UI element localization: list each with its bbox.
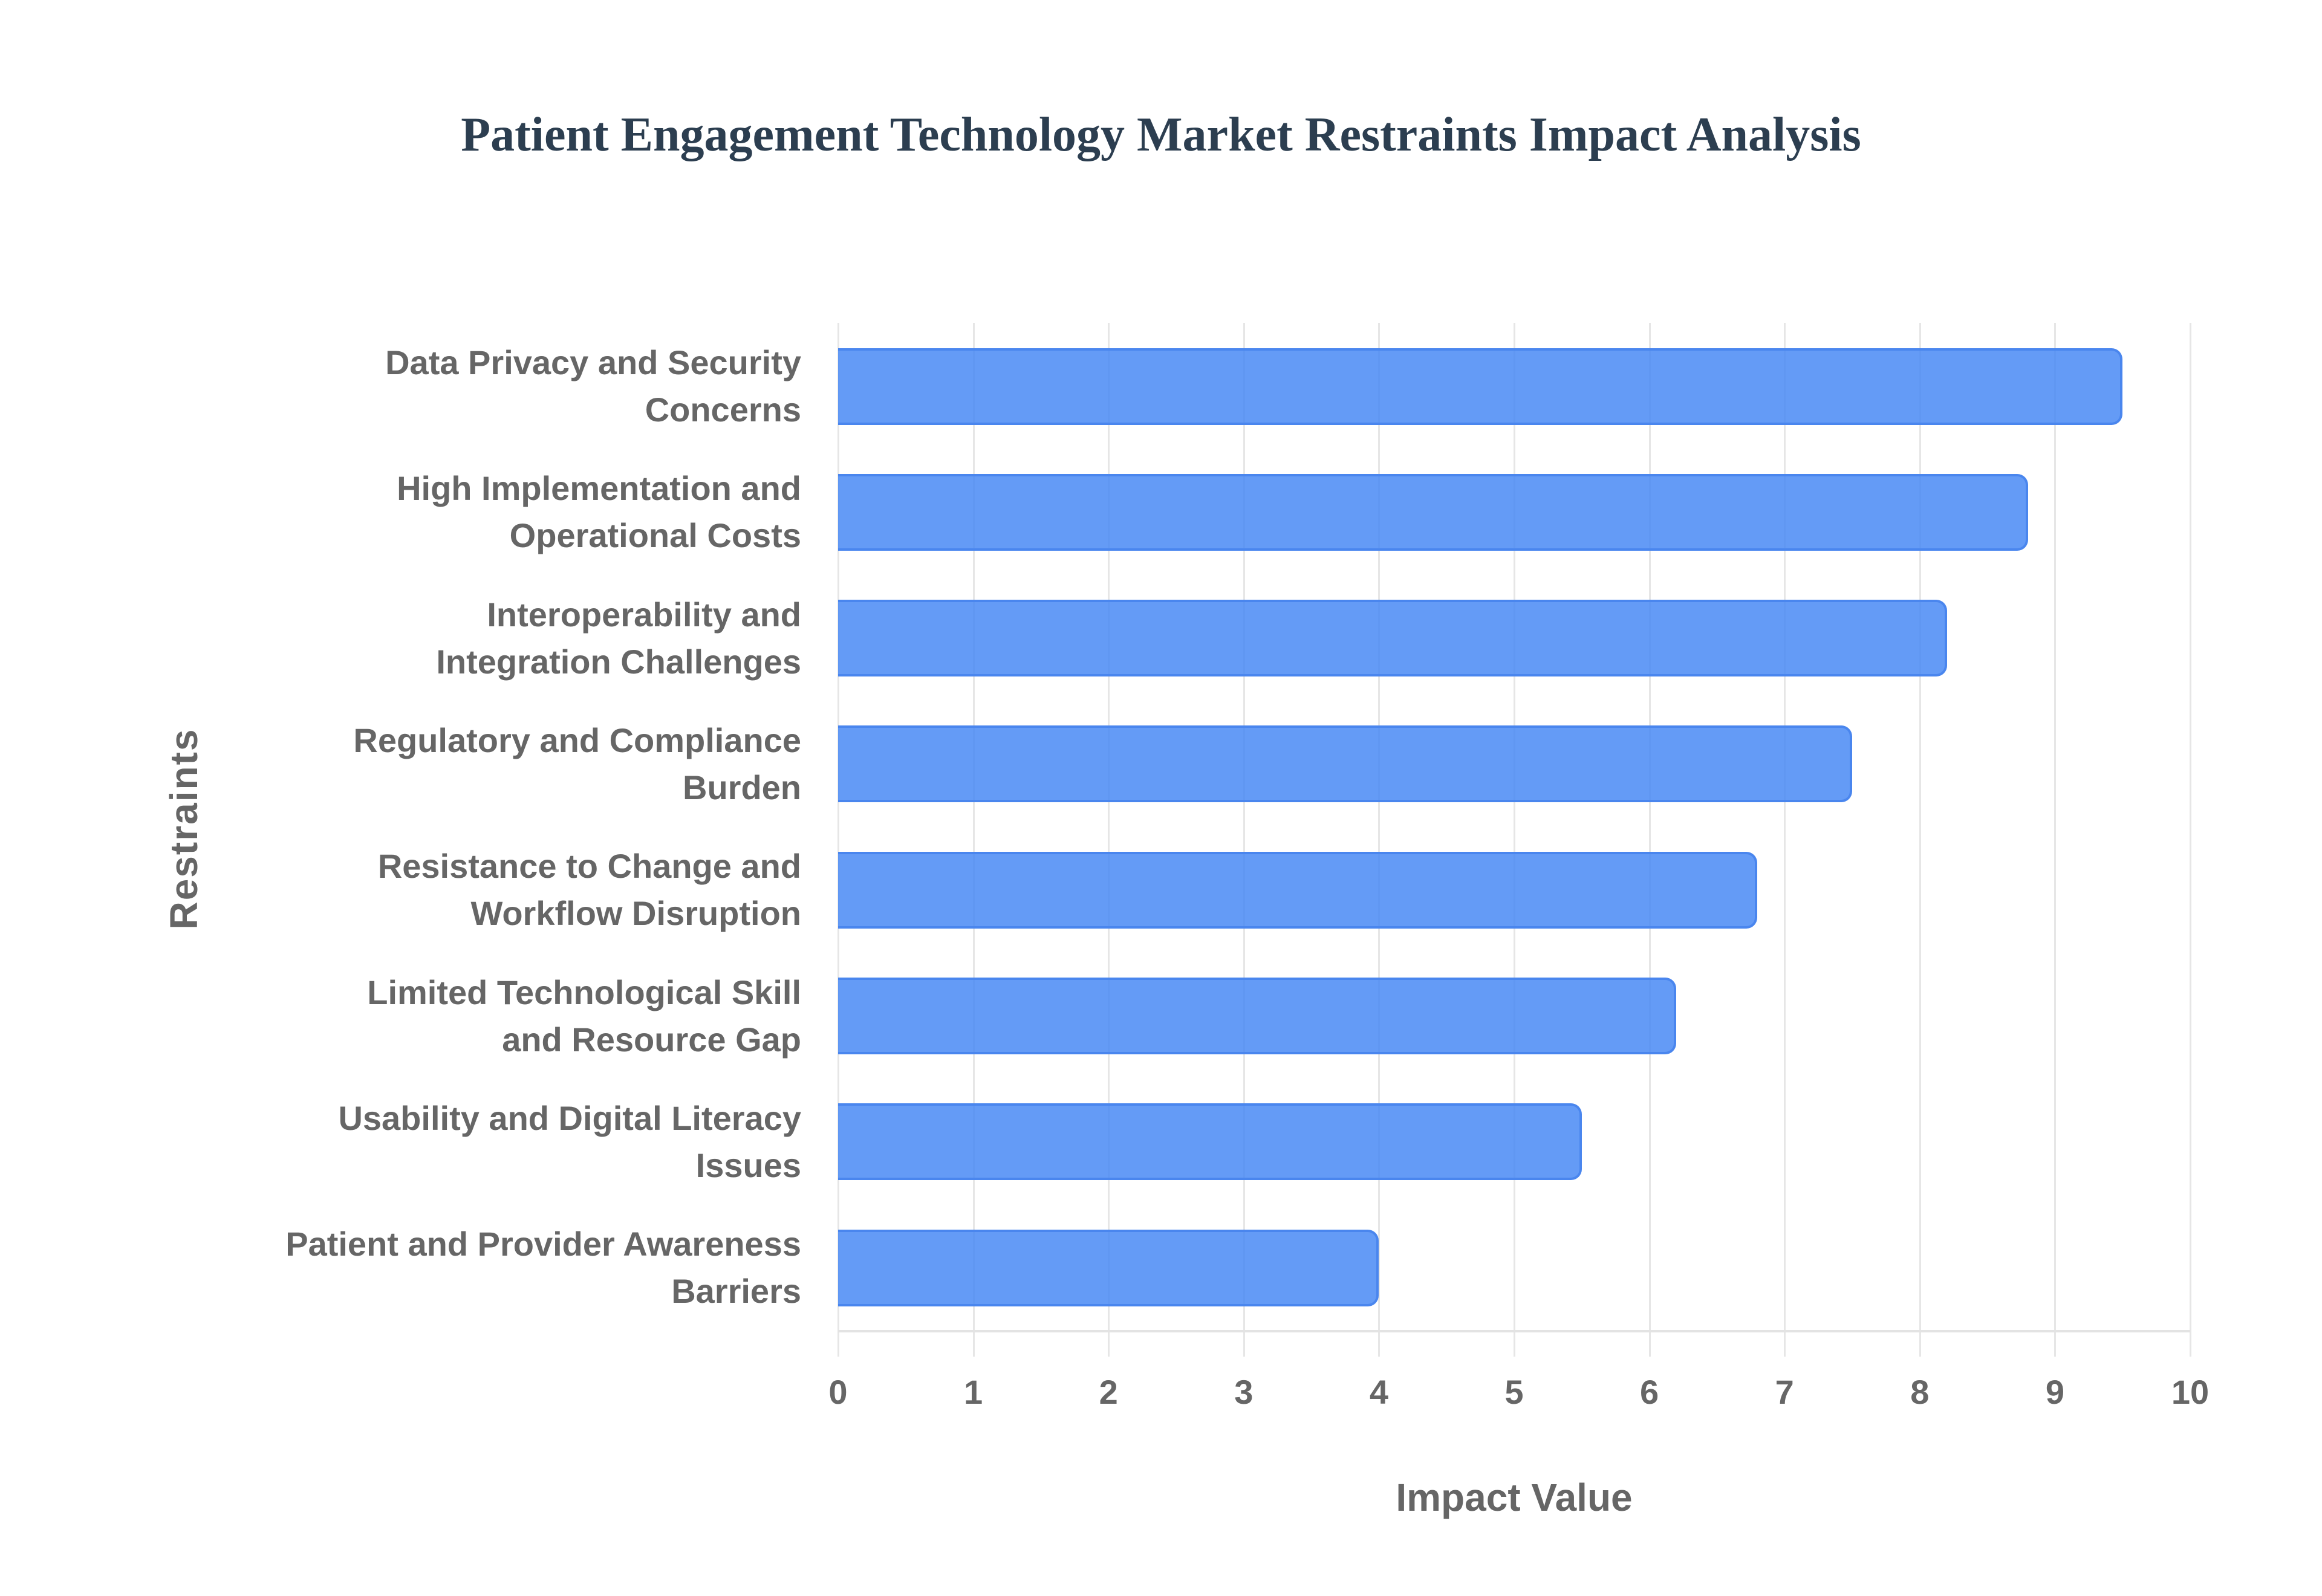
gridline bbox=[837, 323, 839, 1357]
category-label-line: Burden bbox=[683, 768, 801, 806]
category-label-line: Regulatory and Compliance bbox=[353, 721, 801, 759]
y-category-label: Data Privacy and Security Concerns bbox=[136, 339, 801, 433]
bar[interactable] bbox=[838, 978, 1677, 1054]
x-tick-label: 4 bbox=[1369, 1373, 1388, 1411]
x-tick-label: 2 bbox=[1099, 1373, 1118, 1411]
gridline bbox=[1784, 323, 1786, 1357]
gridline bbox=[2190, 323, 2191, 1357]
gridline bbox=[1108, 323, 1110, 1357]
plot-area bbox=[837, 323, 2191, 1357]
x-axis-title: Impact Value bbox=[1396, 1476, 1633, 1519]
bar[interactable] bbox=[838, 600, 1947, 677]
x-tick-label: 6 bbox=[1640, 1373, 1659, 1411]
y-category-label: Interoperability and Integration Challeng… bbox=[136, 591, 801, 686]
category-label-line: Patient and Provider Awareness bbox=[285, 1225, 801, 1264]
x-tick-label: 1 bbox=[964, 1373, 983, 1411]
x-tick-label: 0 bbox=[828, 1373, 848, 1411]
category-label-line: Data Privacy and Security bbox=[385, 343, 801, 381]
x-tick-label: 8 bbox=[1910, 1373, 1930, 1411]
bar[interactable] bbox=[838, 348, 2123, 425]
y-category-label: Regulatory and Compliance Burden bbox=[136, 717, 801, 811]
gridline bbox=[1514, 323, 1515, 1357]
x-axis-line bbox=[838, 1330, 2190, 1332]
category-label-line: Issues bbox=[695, 1146, 801, 1184]
x-tick-label: 5 bbox=[1504, 1373, 1524, 1411]
category-label-line: Concerns bbox=[645, 391, 801, 429]
y-category-label: Limited Technological Skill and Resource … bbox=[136, 969, 801, 1063]
gridline bbox=[1243, 323, 1245, 1357]
y-category-label: High Implementation and Operational Costs bbox=[136, 465, 801, 559]
gridline bbox=[1648, 323, 1651, 1357]
category-label-line: Operational Costs bbox=[509, 516, 801, 555]
y-category-label: Patient and Provider Awareness Barriers bbox=[136, 1221, 801, 1315]
x-tick-label: 3 bbox=[1234, 1373, 1254, 1411]
gridline bbox=[1919, 323, 1921, 1357]
gridline bbox=[1378, 323, 1381, 1357]
category-label-line: Resistance to Change and bbox=[377, 847, 801, 886]
gridline bbox=[2054, 323, 2057, 1357]
category-label-line: and Resource Gap bbox=[502, 1020, 801, 1059]
category-label-line: Integration Challenges bbox=[436, 642, 801, 681]
category-label-line: Limited Technological Skill bbox=[367, 973, 801, 1011]
bar[interactable] bbox=[838, 473, 2028, 551]
category-label-line: High Implementation and bbox=[397, 469, 801, 508]
category-label-line: Interoperability and bbox=[487, 595, 801, 634]
bar[interactable] bbox=[838, 725, 1852, 803]
chart-title: Patient Engagement Technology Market Res… bbox=[461, 108, 1861, 161]
bar[interactable] bbox=[838, 1229, 1379, 1306]
gridline bbox=[972, 323, 975, 1357]
x-tick-label: 9 bbox=[2045, 1373, 2064, 1411]
y-category-label: Resistance to Change and Workflow Disrupt… bbox=[136, 843, 801, 937]
bar[interactable] bbox=[838, 1103, 1582, 1181]
x-tick-label: 10 bbox=[2171, 1373, 2210, 1411]
category-label-line: Workflow Disruption bbox=[470, 894, 802, 933]
x-tick-label: 7 bbox=[1775, 1373, 1794, 1411]
bar[interactable] bbox=[838, 851, 1758, 929]
category-label-line: Usability and Digital Literacy bbox=[338, 1098, 801, 1137]
category-label-line: Barriers bbox=[671, 1272, 801, 1311]
y-category-label: Usability and Digital Literacy Issues bbox=[136, 1095, 801, 1189]
